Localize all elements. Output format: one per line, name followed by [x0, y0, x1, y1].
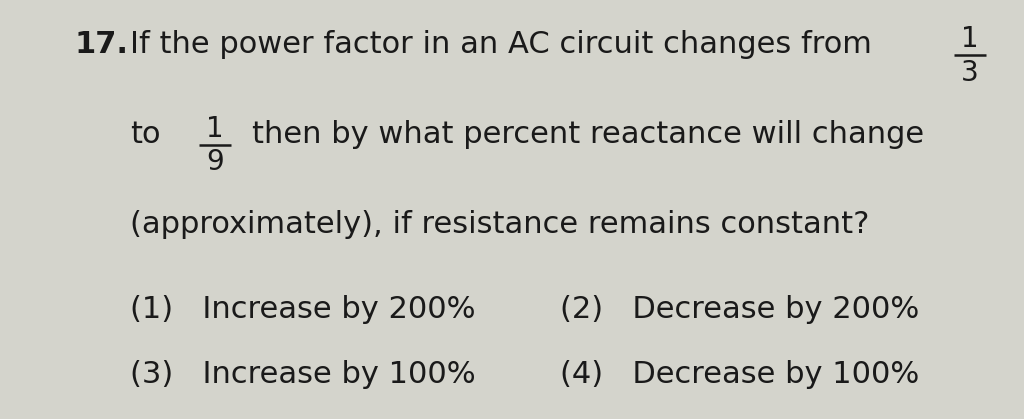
- Text: 1: 1: [206, 115, 224, 143]
- Text: then by what percent reactance will change: then by what percent reactance will chan…: [252, 120, 924, 149]
- Text: (2)   Decrease by 200%: (2) Decrease by 200%: [560, 295, 920, 324]
- Text: (4)   Decrease by 100%: (4) Decrease by 100%: [560, 360, 920, 389]
- Text: (3)   Increase by 100%: (3) Increase by 100%: [130, 360, 475, 389]
- Text: (1)   Increase by 200%: (1) Increase by 200%: [130, 295, 475, 324]
- Text: 3: 3: [962, 59, 979, 87]
- Text: If the power factor in an AC circuit changes from: If the power factor in an AC circuit cha…: [130, 30, 871, 59]
- Text: 9: 9: [206, 148, 224, 176]
- Text: (approximately), if resistance remains constant?: (approximately), if resistance remains c…: [130, 210, 869, 239]
- Text: 17.: 17.: [75, 30, 129, 59]
- Text: to: to: [130, 120, 161, 149]
- Text: 1: 1: [962, 25, 979, 53]
